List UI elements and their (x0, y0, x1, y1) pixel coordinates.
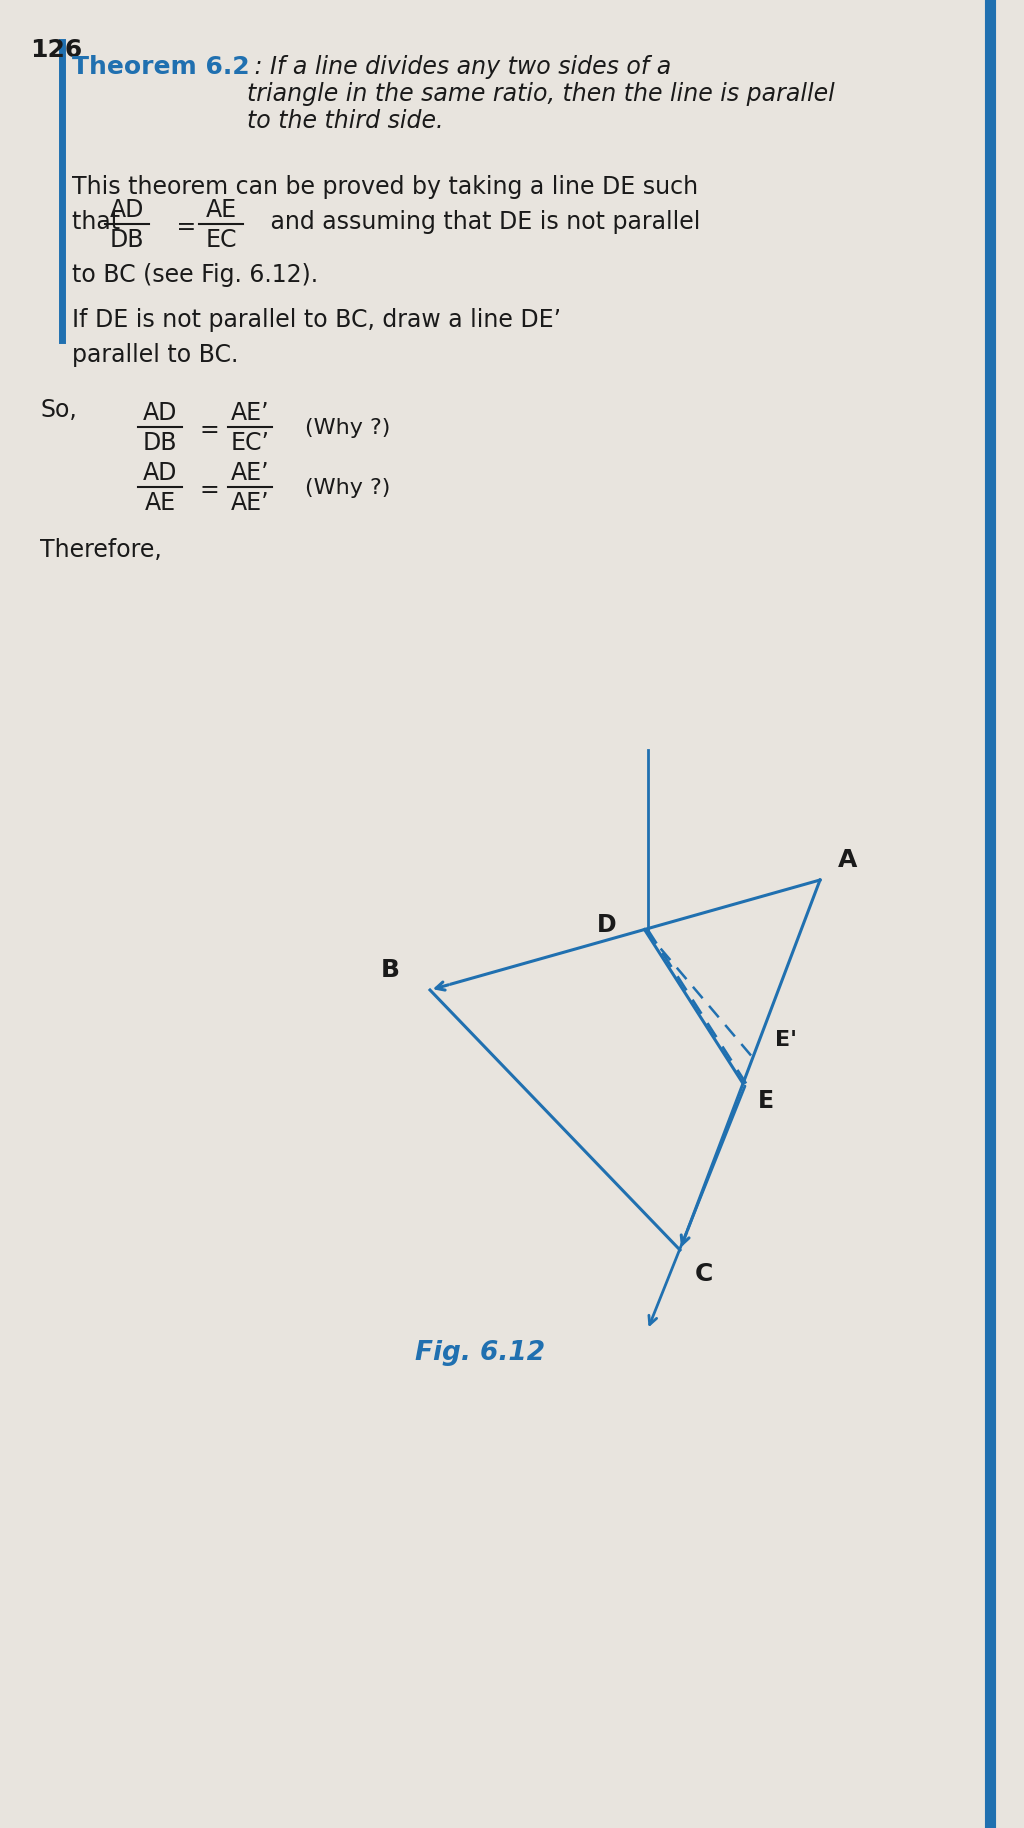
Text: Fig. 6.12: Fig. 6.12 (415, 1340, 545, 1366)
Text: parallel to BC.: parallel to BC. (72, 344, 239, 367)
Text: EC’: EC’ (230, 431, 269, 455)
Text: that: that (72, 210, 128, 234)
Text: If DE is not parallel to BC, draw a line DE’: If DE is not parallel to BC, draw a line… (72, 307, 561, 333)
Text: 126: 126 (30, 38, 82, 62)
Text: So,: So, (40, 399, 77, 422)
Text: AE’: AE’ (230, 400, 269, 424)
Text: AE: AE (144, 492, 175, 515)
Text: Theorem 6.2: Theorem 6.2 (72, 55, 250, 79)
Text: AE’: AE’ (230, 492, 269, 515)
Text: E: E (758, 1088, 774, 1113)
Text: to the third side.: to the third side. (247, 110, 443, 133)
Text: A: A (838, 848, 857, 872)
Text: Therefore,: Therefore, (40, 537, 162, 561)
Text: and assuming that DE is not parallel: and assuming that DE is not parallel (263, 210, 700, 234)
Text: to BC (see Fig. 6.12).: to BC (see Fig. 6.12). (72, 263, 318, 287)
Text: D: D (597, 912, 616, 936)
Text: DB: DB (110, 228, 144, 252)
Text: =: = (200, 477, 220, 503)
Text: =: = (200, 419, 220, 442)
Text: EC: EC (205, 228, 237, 252)
Text: AD: AD (142, 461, 177, 484)
Text: DB: DB (142, 431, 177, 455)
Text: triangle in the same ratio, then the line is parallel: triangle in the same ratio, then the lin… (247, 82, 835, 106)
Text: B: B (381, 958, 400, 982)
Text: This theorem can be proved by taking a line DE such: This theorem can be proved by taking a l… (72, 175, 698, 199)
Text: E': E' (775, 1029, 797, 1049)
Text: AD: AD (110, 197, 144, 221)
Text: (Why ?): (Why ?) (305, 477, 390, 497)
Text: AD: AD (142, 400, 177, 424)
Text: C: C (695, 1261, 714, 1287)
Text: =: = (169, 216, 204, 239)
Text: AE: AE (206, 197, 237, 221)
Text: AE’: AE’ (230, 461, 269, 484)
Text: (Why ?): (Why ?) (305, 419, 390, 439)
Text: : If a line divides any two sides of a: : If a line divides any two sides of a (247, 55, 672, 79)
